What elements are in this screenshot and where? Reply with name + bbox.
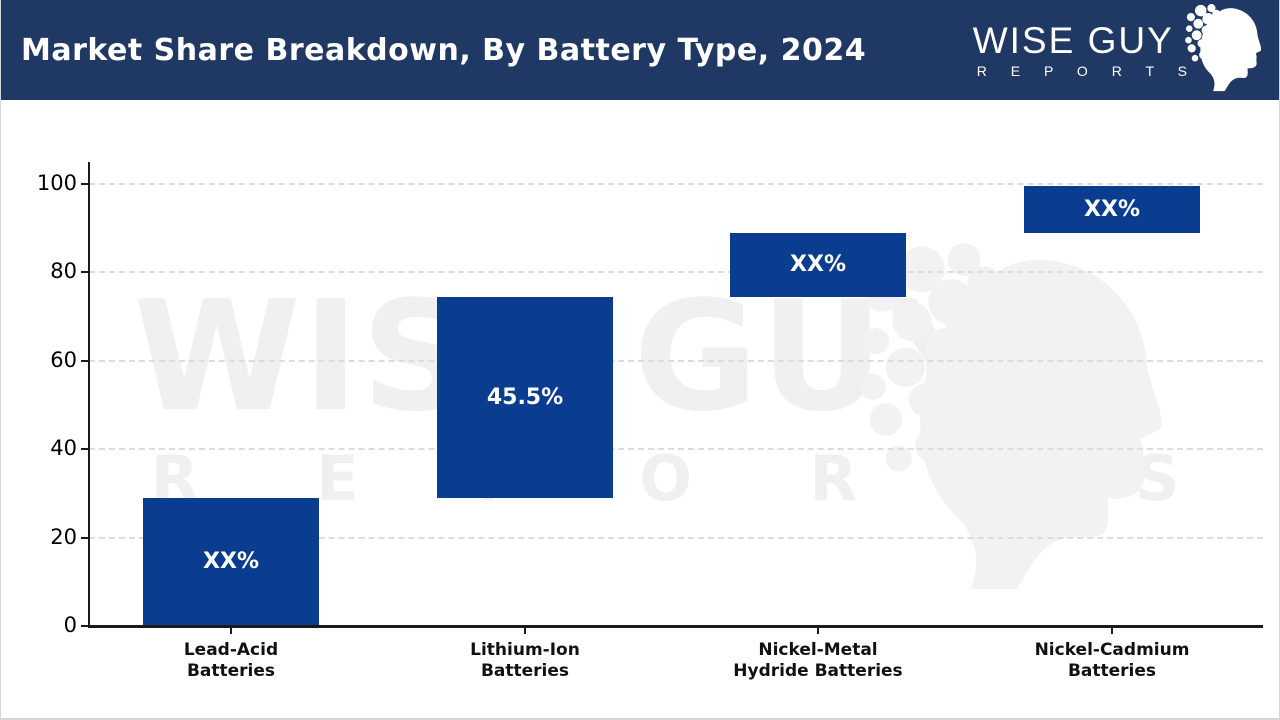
x-tick-4	[1111, 626, 1113, 634]
bar-segment-2: 45.5%	[437, 296, 613, 498]
y-tick-100	[81, 183, 89, 185]
gridline-80	[89, 271, 1263, 274]
y-tick-label-60: 60	[50, 347, 77, 372]
logo-wordmark: WISE GUY	[972, 19, 1174, 61]
page-title: Market Share Breakdown, By Battery Type,…	[21, 32, 867, 68]
x-axis-line	[88, 625, 1263, 628]
brand-logo: WISE GUY R E P O R T S	[972, 4, 1279, 96]
y-axis-line	[88, 162, 90, 628]
category-label-2: Lithium-Ion Batteries	[470, 640, 580, 681]
y-tick-60	[81, 359, 89, 362]
watermark-head-icon	[863, 243, 1162, 590]
gridline-100	[89, 183, 1263, 185]
y-tick-80	[81, 271, 89, 274]
gridline-60	[89, 359, 1263, 362]
category-label-4: Nickel-Cadmium Batteries	[1034, 640, 1190, 681]
category-label-3: Nickel-Metal Hydride Batteries	[733, 640, 903, 681]
gridline-40	[89, 448, 1263, 451]
y-tick-label-0: 0	[63, 613, 77, 637]
bar-value-label-4: XX%	[1084, 196, 1140, 222]
bar-value-label-1: XX%	[203, 549, 259, 575]
head-profile-dots-icon	[1185, 4, 1262, 92]
y-tick-20	[81, 536, 89, 539]
header: Market Share Breakdown, By Battery Type,…	[1, 0, 1279, 100]
y-tick-label-100: 100	[36, 171, 77, 195]
logo-subtext: R E P O R T S	[976, 62, 1197, 79]
x-tick-1	[230, 626, 232, 634]
bar-value-label-2: 45.5%	[486, 384, 564, 410]
bar-segment-1: XX%	[143, 497, 319, 626]
bar-value-label-3: XX%	[790, 252, 846, 278]
y-tick-label-80: 80	[50, 259, 77, 284]
bar-segment-4: XX%	[1024, 186, 1200, 233]
logo-text: WISE GUY R E P O R T S	[972, 19, 1197, 79]
y-tick-40	[81, 448, 89, 451]
x-tick-3	[817, 626, 819, 634]
y-tick-label-20: 20	[50, 524, 77, 549]
bar-segment-3: XX%	[730, 232, 906, 297]
y-tick-0	[81, 625, 89, 627]
y-tick-label-40: 40	[50, 436, 77, 461]
gridline-20	[89, 536, 1263, 539]
category-label-1: Lead-Acid Batteries	[183, 640, 279, 681]
x-tick-2	[524, 626, 526, 634]
